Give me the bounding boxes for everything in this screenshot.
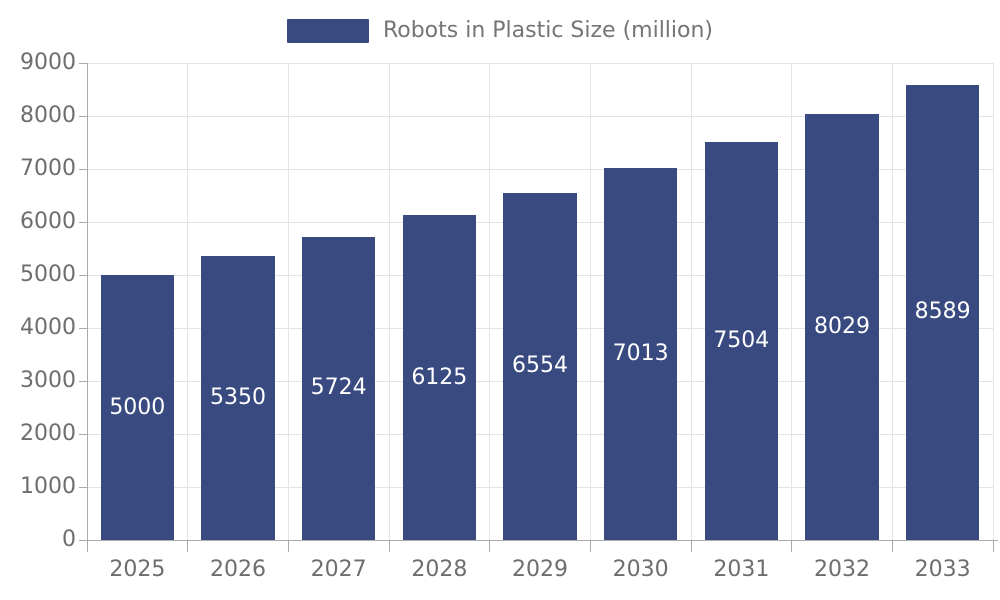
bar-value-label: 5000 — [109, 394, 166, 420]
gridline-vertical — [992, 63, 994, 540]
gridline-vertical — [187, 63, 189, 540]
y-axis-tick — [79, 539, 87, 541]
bar-2028[interactable] — [402, 215, 477, 540]
gridline-vertical — [589, 63, 591, 540]
x-axis-tick — [891, 540, 893, 552]
legend-label: Robots in Plastic Size (million) — [382, 17, 714, 43]
bar-2027[interactable] — [301, 236, 376, 540]
y-axis-tick-label: 5000 — [20, 262, 76, 287]
y-axis-tick — [79, 62, 87, 64]
x-axis-tick-label: 2028 — [411, 557, 468, 582]
x-axis-tick — [992, 540, 994, 552]
bar-2033[interactable] — [905, 84, 980, 540]
y-axis-tick — [79, 327, 87, 329]
bar-value-label: 7504 — [713, 328, 770, 354]
x-axis-tick-label: 2031 — [713, 557, 770, 582]
y-axis-tick-label: 6000 — [20, 209, 76, 234]
x-axis-tick — [690, 540, 692, 552]
gridline-horizontal — [87, 115, 993, 117]
y-axis-tick — [79, 221, 87, 223]
bar-2032[interactable] — [805, 114, 879, 540]
bar-value-label: 7013 — [612, 341, 669, 367]
gridline-vertical — [388, 63, 390, 540]
gridline-vertical — [690, 63, 692, 540]
gridline-horizontal — [87, 168, 993, 170]
y-axis-tick-label: 9000 — [20, 50, 76, 75]
x-axis-tick — [589, 540, 591, 552]
x-axis-line — [87, 539, 998, 541]
bar-value-label: 8029 — [813, 314, 870, 340]
gridline-vertical — [287, 63, 289, 540]
bar-value-label: 5724 — [310, 375, 367, 401]
y-axis-tick-label: 8000 — [20, 103, 76, 128]
bar-value-label: 5350 — [209, 385, 266, 411]
gridline-horizontal — [87, 62, 993, 64]
y-axis-line — [86, 63, 88, 541]
x-axis-tick — [287, 540, 289, 552]
y-axis-tick-label: 1000 — [20, 474, 76, 499]
x-axis-tick — [388, 540, 390, 552]
gridline-vertical — [489, 63, 491, 540]
y-axis-tick — [79, 486, 87, 488]
bar-value-label: 6554 — [511, 353, 568, 379]
x-axis-tick-label: 2029 — [512, 557, 568, 582]
bar-value-label: 6125 — [411, 364, 468, 390]
y-axis-tick-label: 7000 — [20, 156, 76, 181]
y-axis-tick — [79, 433, 87, 435]
x-axis-tick-label: 2033 — [914, 557, 971, 582]
bar-2026[interactable] — [201, 256, 275, 540]
x-axis-tick — [791, 540, 793, 552]
x-axis-tick-label: 2027 — [310, 557, 367, 582]
x-axis-tick-label: 2026 — [210, 557, 266, 582]
bar-2030[interactable] — [603, 168, 678, 540]
x-axis-tick — [187, 540, 189, 552]
y-axis-tick-label: 2000 — [20, 421, 76, 446]
bar-2025[interactable] — [100, 275, 175, 540]
legend-swatch-icon — [286, 19, 369, 43]
y-axis-tick-label: 4000 — [20, 315, 76, 340]
bar-2031[interactable] — [704, 142, 779, 540]
y-axis-tick — [79, 380, 87, 382]
legend[interactable]: Robots in Plastic Size (million) — [0, 14, 1000, 48]
gridline-vertical — [891, 63, 893, 540]
x-axis-tick — [86, 540, 88, 552]
y-axis-tick-label: 3000 — [20, 368, 76, 393]
y-axis-tick — [79, 274, 87, 276]
y-axis-tick — [79, 168, 87, 170]
x-axis-tick-label: 2032 — [814, 557, 870, 582]
x-axis-tick-label: 2025 — [109, 557, 166, 582]
y-axis-tick — [79, 115, 87, 117]
bar-2029[interactable] — [503, 192, 577, 540]
bar-value-label: 8589 — [914, 299, 971, 325]
x-axis-tick — [489, 540, 491, 552]
x-axis-tick-label: 2030 — [612, 557, 669, 582]
gridline-vertical — [791, 63, 793, 540]
y-axis-tick-label: 0 — [62, 527, 76, 552]
